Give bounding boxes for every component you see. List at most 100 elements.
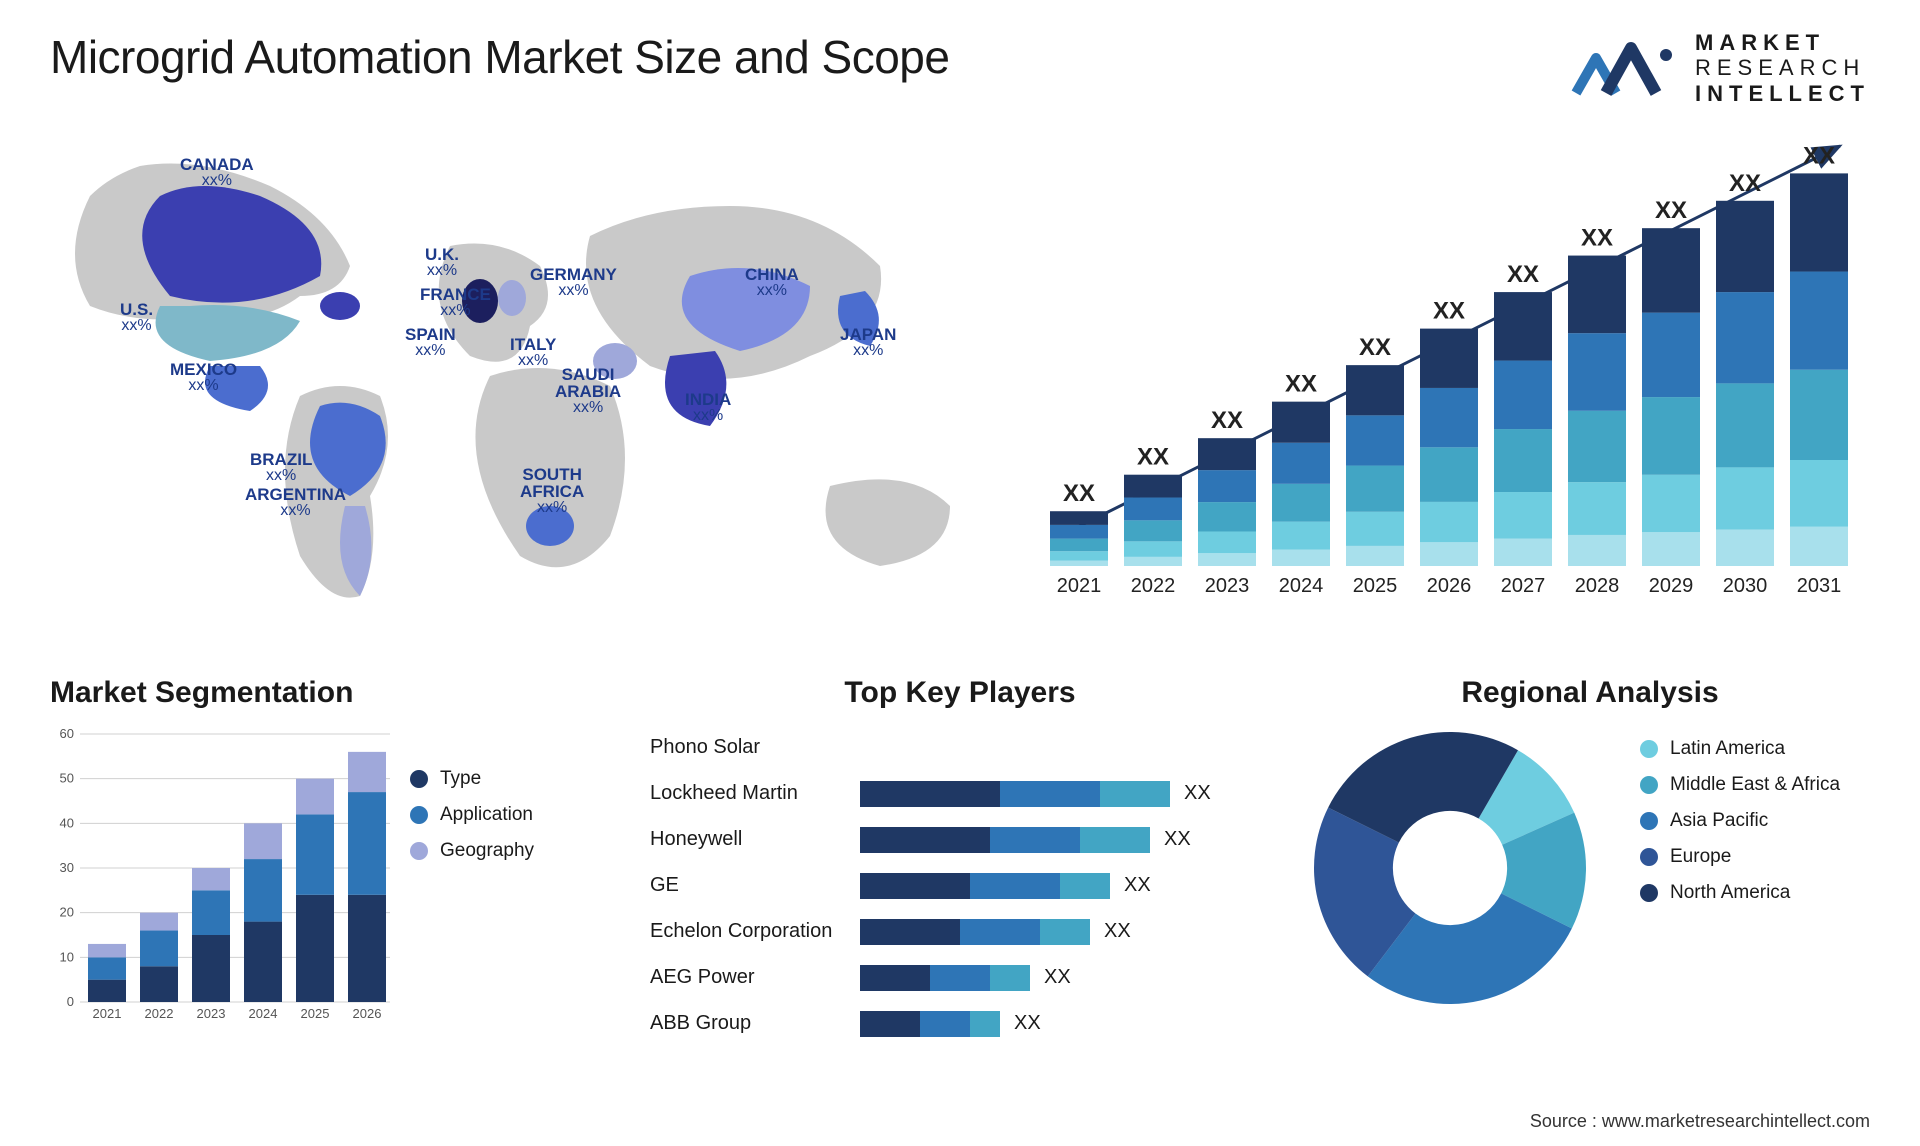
- map-label: BRAZILxx%: [250, 451, 312, 484]
- player-value: XX: [1184, 782, 1211, 805]
- legend-item: Latin America: [1640, 738, 1870, 760]
- svg-text:2023: 2023: [1205, 575, 1250, 597]
- svg-text:2023: 2023: [197, 1006, 226, 1021]
- player-bar-segment: [920, 1011, 970, 1037]
- player-bar: [860, 1011, 1000, 1037]
- player-row: Echelon CorporationXX: [650, 912, 1270, 952]
- legend-label: Asia Pacific: [1670, 810, 1768, 832]
- player-value: XX: [1014, 1012, 1041, 1035]
- legend-item: North America: [1640, 882, 1870, 904]
- player-row: Phono Solar: [650, 728, 1270, 768]
- svg-text:40: 40: [60, 815, 74, 830]
- player-bar-segment: [970, 1011, 1000, 1037]
- svg-text:2031: 2031: [1797, 575, 1842, 597]
- legend-label: Type: [440, 768, 481, 790]
- svg-text:XX: XX: [1285, 371, 1317, 398]
- svg-text:2021: 2021: [93, 1006, 122, 1021]
- segmentation-chart-svg: 0102030405060202120222023202420252026: [50, 728, 390, 1028]
- svg-text:XX: XX: [1655, 197, 1687, 224]
- map-label: GERMANYxx%: [530, 266, 617, 299]
- map-label: U.S.xx%: [120, 301, 153, 334]
- legend-swatch: [1640, 776, 1658, 794]
- svg-text:2022: 2022: [1131, 575, 1176, 597]
- player-bar-segment: [860, 827, 990, 853]
- legend-label: Latin America: [1670, 738, 1785, 760]
- map-label: JAPANxx%: [840, 326, 896, 359]
- player-bar-segment: [860, 919, 960, 945]
- player-name: Lockheed Martin: [650, 782, 860, 805]
- svg-text:2024: 2024: [1279, 575, 1324, 597]
- player-bar-segment: [990, 965, 1030, 991]
- brand-logo-icon: [1571, 33, 1681, 103]
- player-name: Phono Solar: [650, 736, 860, 759]
- svg-text:2022: 2022: [145, 1006, 174, 1021]
- legend-label: Europe: [1670, 846, 1731, 868]
- svg-text:2025: 2025: [301, 1006, 330, 1021]
- map-label: INDIAxx%: [685, 391, 731, 424]
- map-label: ARGENTINAxx%: [245, 486, 346, 519]
- logo-line2: RESEARCH: [1695, 55, 1865, 80]
- svg-text:XX: XX: [1137, 444, 1169, 471]
- player-bar-segment: [1080, 827, 1150, 853]
- player-value: XX: [1164, 828, 1191, 851]
- player-bar-segment: [930, 965, 990, 991]
- player-bar-segment: [990, 827, 1080, 853]
- legend-item: Type: [410, 768, 610, 790]
- legend-swatch: [1640, 848, 1658, 866]
- svg-text:XX: XX: [1507, 261, 1539, 288]
- player-name: ABB Group: [650, 1012, 860, 1035]
- map-label: SAUDIARABIAxx%: [555, 366, 621, 416]
- logo-line3: INTELLECT: [1695, 81, 1870, 106]
- player-bar: [860, 827, 1150, 853]
- legend-swatch: [410, 806, 428, 824]
- segmentation-section: Market Segmentation 01020304050602021202…: [50, 676, 610, 1056]
- regional-section: Regional Analysis Latin America Middle Ea…: [1310, 676, 1870, 1056]
- legend-label: North America: [1670, 882, 1790, 904]
- regional-title: Regional Analysis: [1310, 676, 1870, 710]
- player-bar-segment: [860, 965, 930, 991]
- player-row: Honeywell XX: [650, 820, 1270, 860]
- regional-donut-svg: [1310, 728, 1590, 1008]
- players-chart: Phono Solar Lockheed Martin XX Honeywell XX G…: [650, 728, 1270, 1044]
- player-name: GE: [650, 874, 860, 897]
- svg-text:2027: 2027: [1501, 575, 1546, 597]
- legend-label: Middle East & Africa: [1670, 774, 1840, 796]
- world-map: CANADAxx%U.S.xx%MEXICOxx%BRAZILxx%ARGENT…: [50, 126, 1000, 646]
- legend-swatch: [410, 842, 428, 860]
- player-bar-segment: [970, 873, 1060, 899]
- brand-logo: MARKET RESEARCH INTELLECT: [1571, 30, 1870, 106]
- player-bar-segment: [1100, 781, 1170, 807]
- svg-text:2025: 2025: [1353, 575, 1398, 597]
- legend-item: Asia Pacific: [1640, 810, 1870, 832]
- svg-text:XX: XX: [1581, 224, 1613, 251]
- legend-item: Middle East & Africa: [1640, 774, 1870, 796]
- legend-item: Geography: [410, 840, 610, 862]
- page-title: Microgrid Automation Market Size and Sco…: [50, 30, 949, 84]
- svg-text:0: 0: [67, 994, 74, 1009]
- svg-text:XX: XX: [1803, 142, 1835, 169]
- player-name: Honeywell: [650, 828, 860, 851]
- svg-text:50: 50: [60, 771, 74, 786]
- legend-label: Geography: [440, 840, 534, 862]
- players-title: Top Key Players: [650, 676, 1270, 710]
- legend-swatch: [1640, 740, 1658, 758]
- map-label: FRANCExx%: [420, 286, 491, 319]
- svg-text:XX: XX: [1211, 407, 1243, 434]
- svg-text:2026: 2026: [1427, 575, 1472, 597]
- map-label: SPAINxx%: [405, 326, 456, 359]
- player-bar: [860, 919, 1090, 945]
- player-value: XX: [1124, 874, 1151, 897]
- svg-text:30: 30: [60, 860, 74, 875]
- legend-item: Application: [410, 804, 610, 826]
- player-name: Echelon Corporation: [650, 920, 860, 943]
- svg-text:2026: 2026: [353, 1006, 382, 1021]
- svg-text:XX: XX: [1729, 170, 1761, 197]
- growth-chart: XX 2021 XX 2022 XX 2023 XX 2024 XX 2025 XX 2026 XX 20…: [1040, 126, 1870, 646]
- map-label: MEXICOxx%: [170, 361, 237, 394]
- legend-swatch: [410, 770, 428, 788]
- svg-text:20: 20: [60, 905, 74, 920]
- regional-donut: [1310, 728, 1610, 1013]
- segmentation-title: Market Segmentation: [50, 676, 610, 710]
- svg-text:60: 60: [60, 728, 74, 741]
- svg-text:2021: 2021: [1057, 575, 1102, 597]
